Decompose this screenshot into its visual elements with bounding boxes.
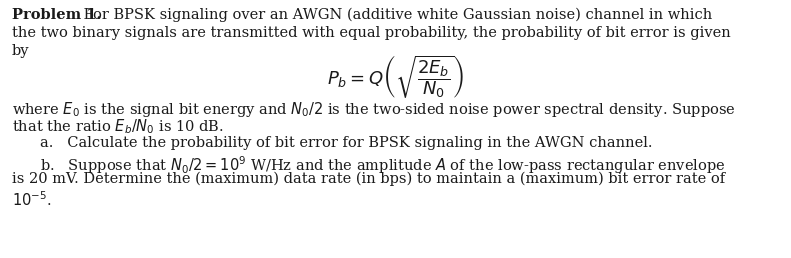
Text: $10^{-5}$.: $10^{-5}$.: [12, 190, 51, 208]
Text: $P_b = Q\left(\sqrt{\dfrac{2E_b}{N_0}}\right)$: $P_b = Q\left(\sqrt{\dfrac{2E_b}{N_0}}\r…: [327, 53, 464, 100]
Text: b.   Suppose that $N_0/2 = 10^9$ W/Hz and the amplitude $A$ of the low-pass rect: b. Suppose that $N_0/2 = 10^9$ W/Hz and …: [40, 154, 725, 175]
Text: is 20 mV. Determine the (maximum) data rate (in bps) to maintain a (maximum) bit: is 20 mV. Determine the (maximum) data r…: [12, 172, 725, 186]
Text: by: by: [12, 44, 29, 58]
Text: where $E_0$ is the signal bit energy and $N_0/2$ is the two-sided noise power sp: where $E_0$ is the signal bit energy and…: [12, 100, 736, 119]
Text: For BPSK signaling over an AWGN (additive white Gaussian noise) channel in which: For BPSK signaling over an AWGN (additiv…: [79, 8, 712, 22]
Text: a.   Calculate the probability of bit error for BPSK signaling in the AWGN chann: a. Calculate the probability of bit erro…: [40, 136, 653, 150]
Text: that the ratio $E_b/N_0$ is 10 dB.: that the ratio $E_b/N_0$ is 10 dB.: [12, 118, 224, 136]
Text: the two binary signals are transmitted with equal probability, the probability o: the two binary signals are transmitted w…: [12, 26, 731, 40]
Text: Problem 1.: Problem 1.: [12, 8, 101, 22]
